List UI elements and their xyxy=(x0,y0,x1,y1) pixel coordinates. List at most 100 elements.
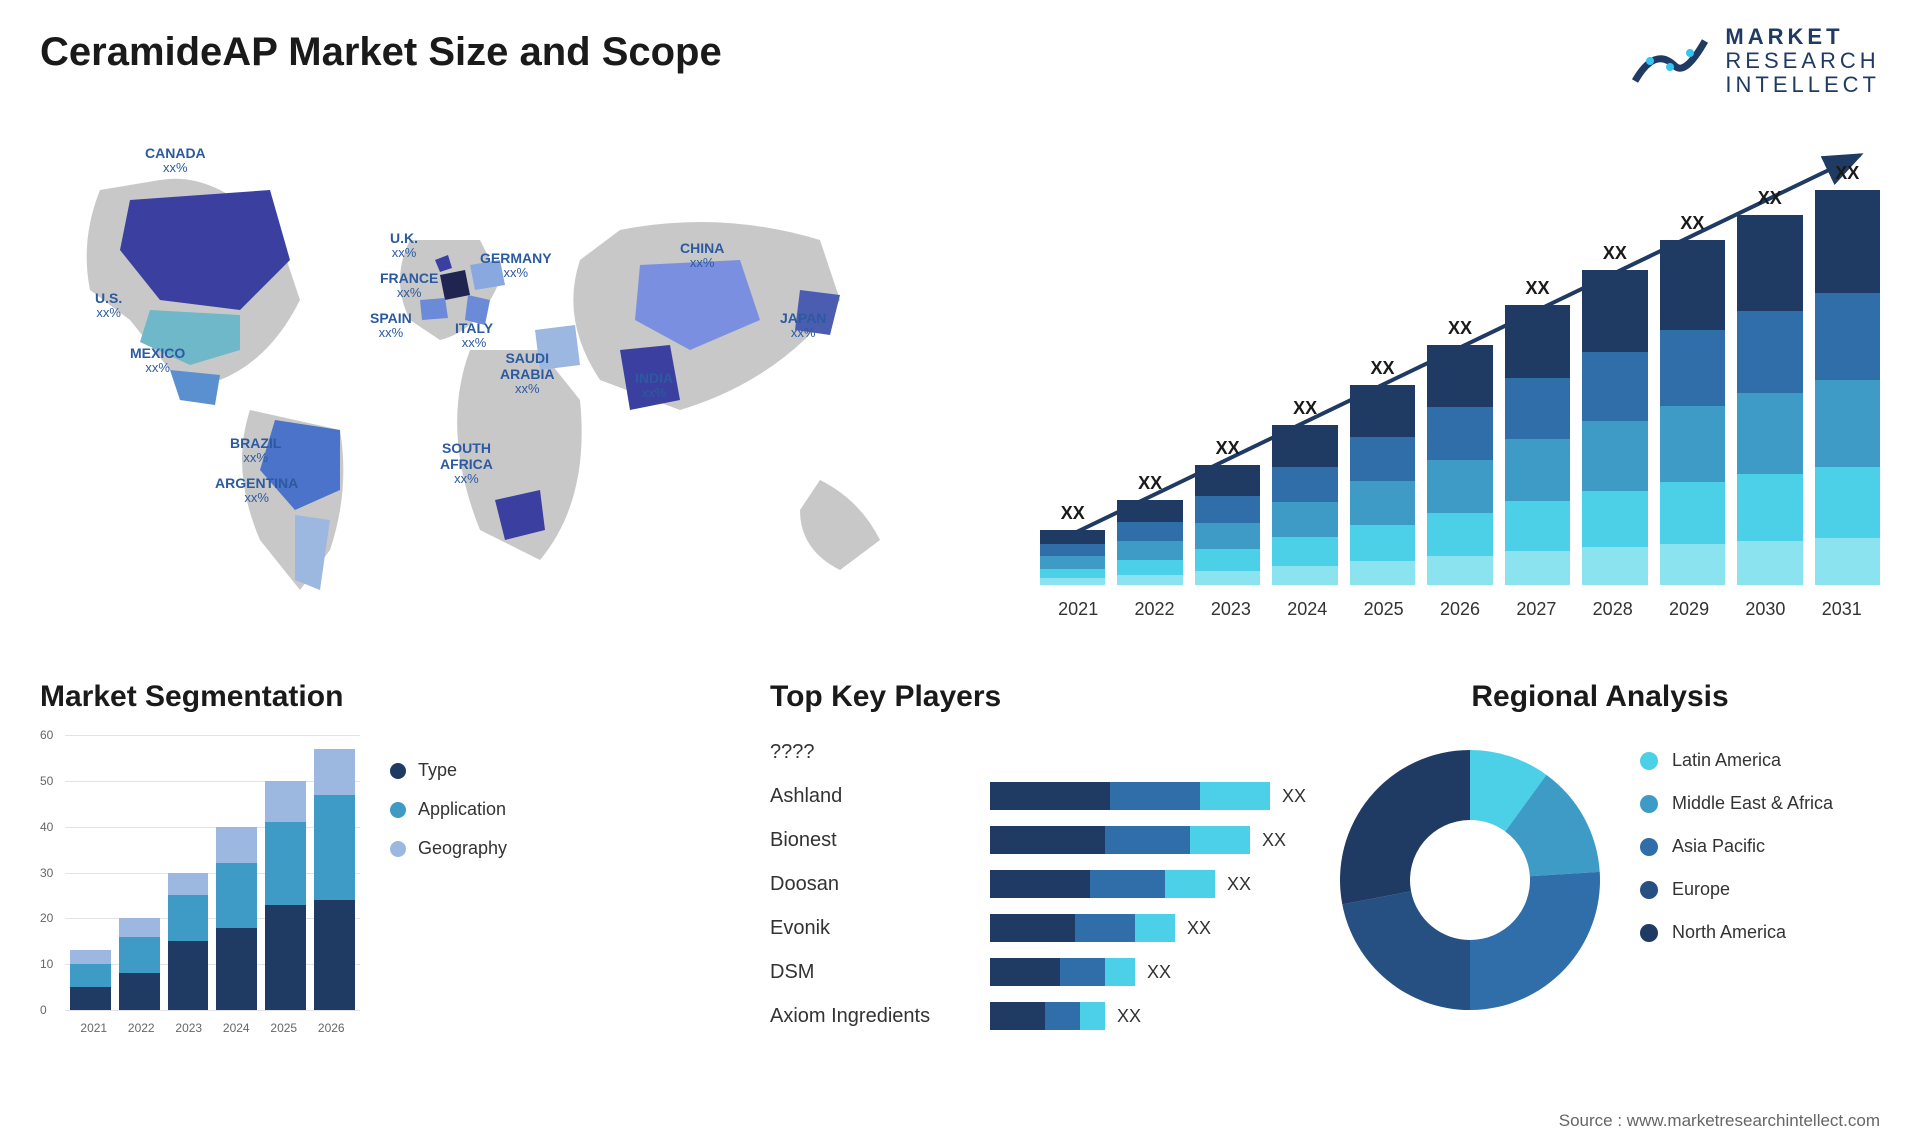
map-country-label: U.S.xx% xyxy=(95,290,122,321)
forecast-bar: XX xyxy=(1660,213,1725,585)
player-bar-value: XX xyxy=(1147,962,1171,983)
player-name: Evonik xyxy=(770,906,930,950)
seg-y-tick: 10 xyxy=(40,957,53,971)
forecast-year-label: 2021 xyxy=(1040,599,1116,620)
player-name: Axiom Ingredients xyxy=(770,994,930,1038)
seg-bar xyxy=(216,827,257,1010)
segmentation-section: Market Segmentation 01020304050602021202… xyxy=(40,680,560,1060)
player-name: Doosan xyxy=(770,862,930,906)
forecast-bar-value: XX xyxy=(1680,213,1704,234)
forecast-bar-value: XX xyxy=(1293,398,1317,419)
regional-legend-item: North America xyxy=(1640,922,1833,943)
logo-line1: MARKET xyxy=(1725,25,1880,49)
donut-slice xyxy=(1470,872,1600,1010)
player-bar-row: XX xyxy=(990,994,1280,1038)
key-players-names: ????AshlandBionestDoosanEvonikDSMAxiom I… xyxy=(770,730,930,1038)
forecast-year-label: 2029 xyxy=(1651,599,1727,620)
seg-y-tick: 60 xyxy=(40,728,53,742)
forecast-year-label: 2026 xyxy=(1422,599,1498,620)
map-country-label: ITALYxx% xyxy=(455,320,493,351)
seg-y-tick: 0 xyxy=(40,1003,47,1017)
player-bar-value: XX xyxy=(1262,830,1286,851)
map-country-label: FRANCExx% xyxy=(380,270,438,301)
seg-y-tick: 30 xyxy=(40,866,53,880)
forecast-bar: XX xyxy=(1582,243,1647,585)
map-country-label: GERMANYxx% xyxy=(480,250,552,281)
map-country-label: SOUTHAFRICAxx% xyxy=(440,440,493,487)
forecast-year-label: 2024 xyxy=(1269,599,1345,620)
forecast-bar-value: XX xyxy=(1371,358,1395,379)
seg-y-tick: 20 xyxy=(40,911,53,925)
key-players-title: Top Key Players xyxy=(770,680,1280,714)
forecast-bar: XX xyxy=(1272,398,1337,585)
world-map-svg xyxy=(40,120,920,640)
seg-legend-item: Geography xyxy=(390,838,507,859)
seg-bar xyxy=(70,950,111,1010)
main-forecast-chart: XXXXXXXXXXXXXXXXXXXXXX 20212022202320242… xyxy=(1040,140,1880,620)
brand-logo: MARKET RESEARCH INTELLECT xyxy=(1630,25,1880,98)
forecast-bar: XX xyxy=(1815,163,1880,585)
seg-y-tick: 40 xyxy=(40,820,53,834)
map-country-label: INDIAxx% xyxy=(635,370,673,401)
map-country-label: SAUDIARABIAxx% xyxy=(500,350,554,397)
map-country-label: U.K.xx% xyxy=(390,230,418,261)
logo-line3: INTELLECT xyxy=(1725,73,1880,97)
map-country-label: BRAZILxx% xyxy=(230,435,281,466)
seg-bar xyxy=(119,918,160,1010)
player-bar-value: XX xyxy=(1117,1006,1141,1027)
seg-legend-item: Type xyxy=(390,760,507,781)
map-country-label: MEXICOxx% xyxy=(130,345,185,376)
seg-bar xyxy=(265,781,306,1010)
seg-year-label: 2022 xyxy=(118,1021,166,1035)
seg-year-label: 2021 xyxy=(70,1021,118,1035)
map-country-label: JAPANxx% xyxy=(780,310,826,341)
forecast-bar-value: XX xyxy=(1138,473,1162,494)
segmentation-legend: Type Application Geography xyxy=(390,760,507,877)
forecast-bar: XX xyxy=(1350,358,1415,585)
player-bar-row: XX xyxy=(990,950,1280,994)
player-name: DSM xyxy=(770,950,930,994)
donut-slice xyxy=(1340,750,1470,904)
forecast-year-label: 2022 xyxy=(1116,599,1192,620)
player-bar-row: XX xyxy=(990,774,1280,818)
regional-legend-item: Latin America xyxy=(1640,750,1833,771)
key-players-section: Top Key Players ????AshlandBionestDoosan… xyxy=(770,680,1280,1060)
regional-donut-chart xyxy=(1330,740,1610,1020)
regional-legend-item: Europe xyxy=(1640,879,1833,900)
logo-line2: RESEARCH xyxy=(1725,49,1880,73)
forecast-bar: XX xyxy=(1195,438,1260,585)
forecast-bar-value: XX xyxy=(1835,163,1859,184)
forecast-bar-value: XX xyxy=(1758,188,1782,209)
player-bar-value: XX xyxy=(1282,786,1306,807)
seg-bar xyxy=(168,873,209,1011)
map-country-label: CANADAxx% xyxy=(145,145,206,176)
player-bar-value: XX xyxy=(1227,874,1251,895)
segmentation-chart: 0102030405060202120222023202420252026 xyxy=(40,735,360,1035)
player-bar-row: XX xyxy=(990,862,1280,906)
regional-legend-item: Asia Pacific xyxy=(1640,836,1833,857)
forecast-bar-value: XX xyxy=(1525,278,1549,299)
forecast-year-label: 2031 xyxy=(1804,599,1880,620)
seg-year-label: 2025 xyxy=(260,1021,308,1035)
seg-legend-item: Application xyxy=(390,799,507,820)
player-bar-value: XX xyxy=(1187,918,1211,939)
forecast-year-label: 2027 xyxy=(1498,599,1574,620)
seg-y-tick: 50 xyxy=(40,774,53,788)
regional-section: Regional Analysis Latin AmericaMiddle Ea… xyxy=(1320,680,1880,1060)
source-text: Source : www.marketresearchintellect.com xyxy=(1559,1111,1880,1131)
regional-legend-item: Middle East & Africa xyxy=(1640,793,1833,814)
key-players-bars: XXXXXXXXXXXX xyxy=(990,774,1280,1038)
seg-year-label: 2024 xyxy=(213,1021,261,1035)
logo-swoosh-icon xyxy=(1630,31,1710,91)
forecast-bar: XX xyxy=(1117,473,1182,585)
map-country-label: SPAINxx% xyxy=(370,310,412,341)
page-title: CeramideAP Market Size and Scope xyxy=(40,30,722,75)
seg-year-label: 2023 xyxy=(165,1021,213,1035)
players-header: ???? xyxy=(770,730,930,774)
player-bar-row: XX xyxy=(990,818,1280,862)
forecast-bar-value: XX xyxy=(1216,438,1240,459)
forecast-bar: XX xyxy=(1040,503,1105,585)
donut-slice xyxy=(1342,891,1470,1010)
map-country-label: ARGENTINAxx% xyxy=(215,475,298,506)
seg-bar xyxy=(314,749,355,1010)
